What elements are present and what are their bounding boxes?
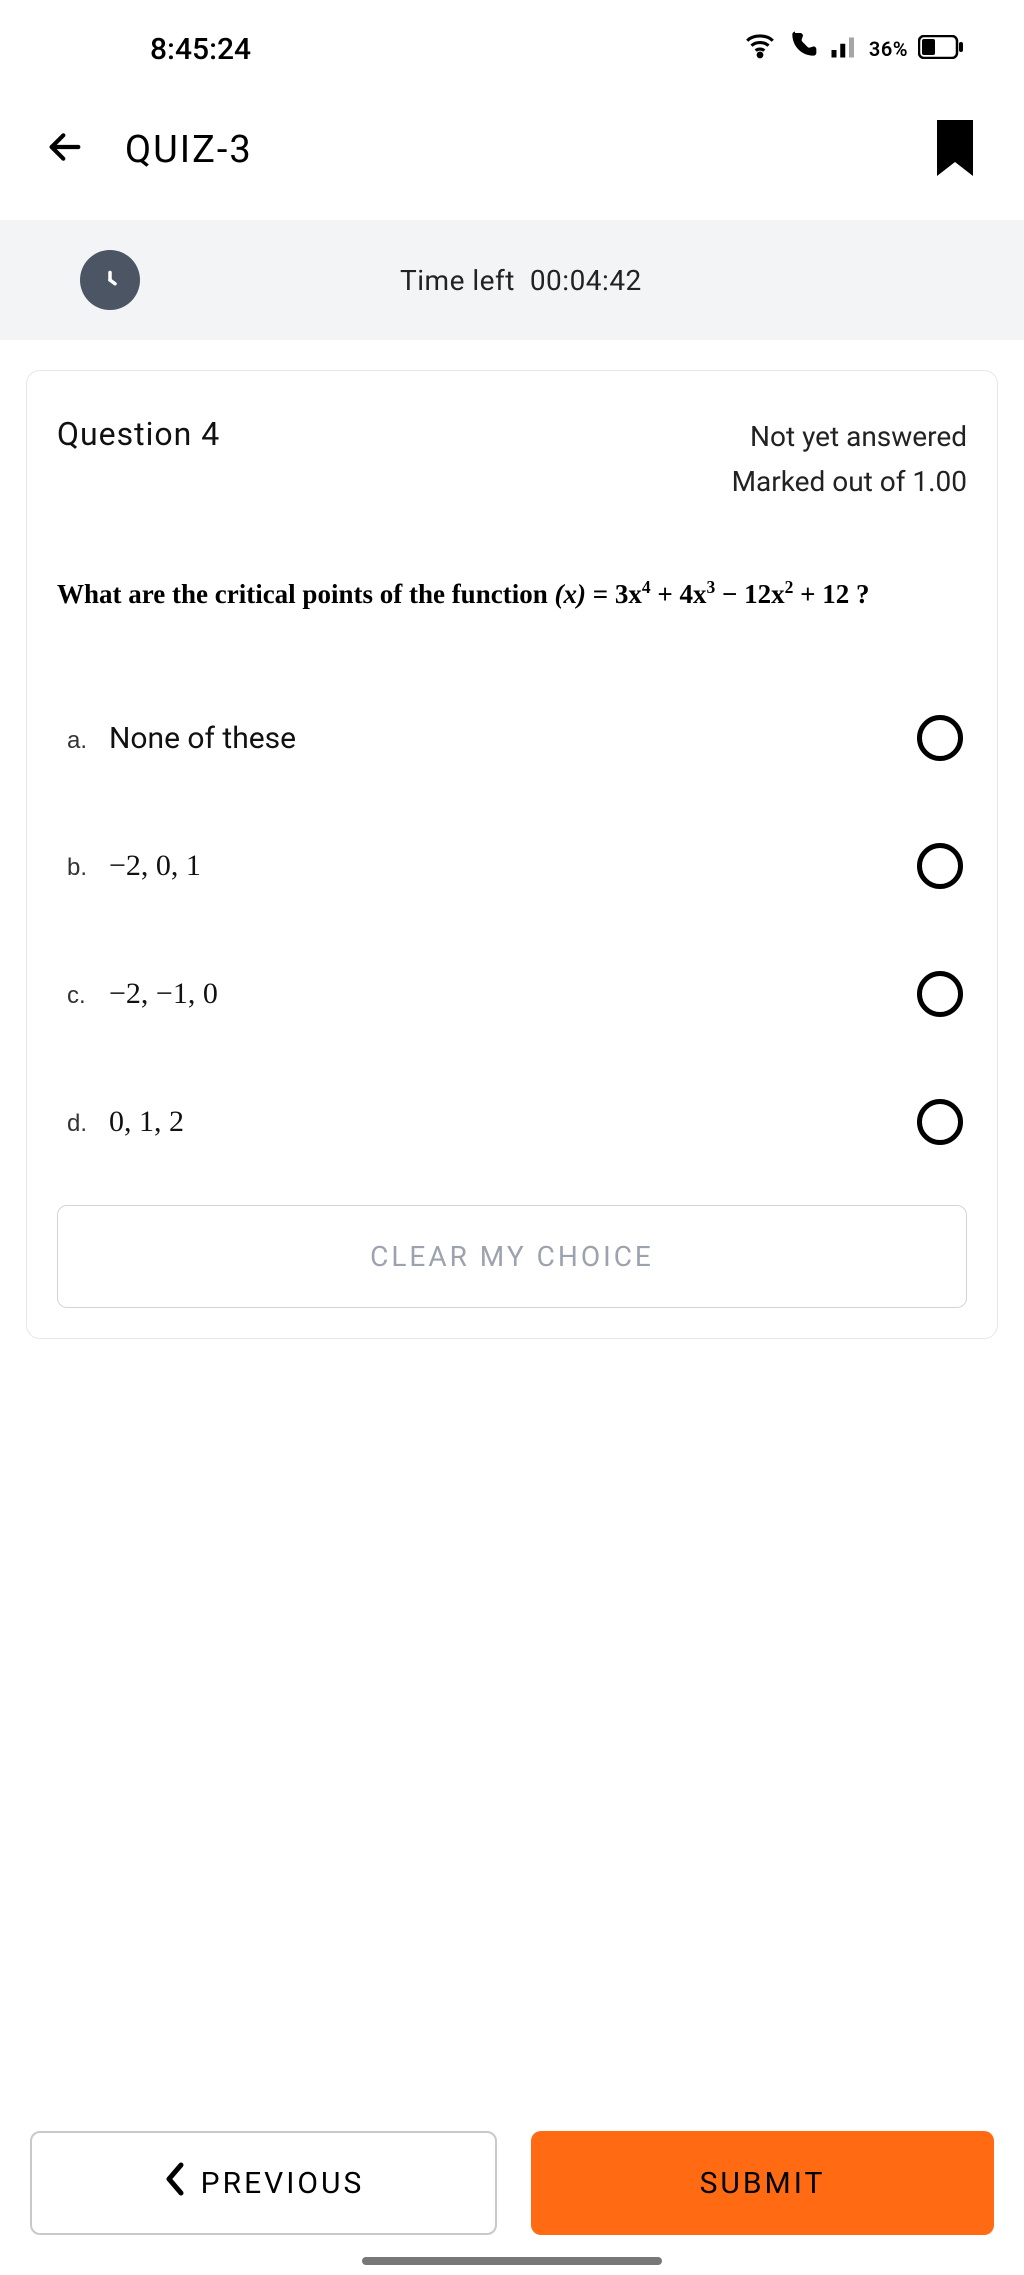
- question-text: What are the critical points of the func…: [57, 575, 967, 614]
- clock-icon: [80, 250, 140, 310]
- back-icon[interactable]: [45, 127, 85, 174]
- status-time: 8:45:24: [150, 32, 251, 67]
- option-letter: d.: [67, 1110, 91, 1138]
- option-text: 0, 1, 2: [109, 1105, 184, 1139]
- wifi-icon: [743, 28, 777, 70]
- radio-icon[interactable]: [917, 843, 963, 889]
- option-letter: c.: [67, 982, 91, 1010]
- option-letter: a.: [67, 727, 91, 755]
- radio-icon[interactable]: [917, 1099, 963, 1145]
- home-indicator: [362, 2257, 662, 2265]
- question-status: Not yet answered: [732, 415, 967, 460]
- question-meta: Not yet answered Marked out of 1.00: [732, 415, 967, 505]
- radio-icon[interactable]: [917, 971, 963, 1017]
- battery-percent: 36%: [869, 37, 908, 61]
- app-header: QUIZ-3: [0, 90, 1024, 220]
- status-right: 36%: [743, 28, 964, 70]
- question-card: Question 4 Not yet answered Marked out o…: [26, 370, 998, 1339]
- option-row[interactable]: c. −2, −1, 0: [57, 949, 967, 1039]
- timer-bar: Time left 00:04:42: [0, 220, 1024, 340]
- option-text: None of these: [109, 721, 296, 756]
- chevron-left-icon: [163, 2161, 187, 2205]
- question-number: Question 4: [57, 415, 220, 453]
- bookmark-icon[interactable]: [931, 120, 979, 180]
- option-text: −2, 0, 1: [109, 849, 201, 883]
- option-row[interactable]: b. −2, 0, 1: [57, 821, 967, 911]
- clear-choice-button[interactable]: CLEAR MY CHOICE: [57, 1205, 967, 1308]
- option-row[interactable]: d. 0, 1, 2: [57, 1077, 967, 1167]
- timer-text: Time left 00:04:42: [400, 264, 642, 297]
- submit-label: SUBMIT: [700, 2166, 826, 2201]
- status-bar: 8:45:24 36%: [0, 0, 1024, 90]
- previous-label: PREVIOUS: [201, 2166, 365, 2201]
- call-icon: [787, 29, 819, 69]
- radio-icon[interactable]: [917, 715, 963, 761]
- page-title: QUIZ-3: [125, 128, 253, 172]
- previous-button[interactable]: PREVIOUS: [30, 2131, 497, 2235]
- option-text: −2, −1, 0: [109, 977, 218, 1011]
- signal-icon: [829, 30, 859, 68]
- submit-button[interactable]: SUBMIT: [531, 2131, 994, 2235]
- battery-icon: [918, 32, 964, 67]
- option-letter: b.: [67, 854, 91, 882]
- question-marks: Marked out of 1.00: [732, 460, 967, 505]
- bottom-nav: PREVIOUS SUBMIT: [0, 2131, 1024, 2235]
- option-row[interactable]: a. None of these: [57, 693, 967, 783]
